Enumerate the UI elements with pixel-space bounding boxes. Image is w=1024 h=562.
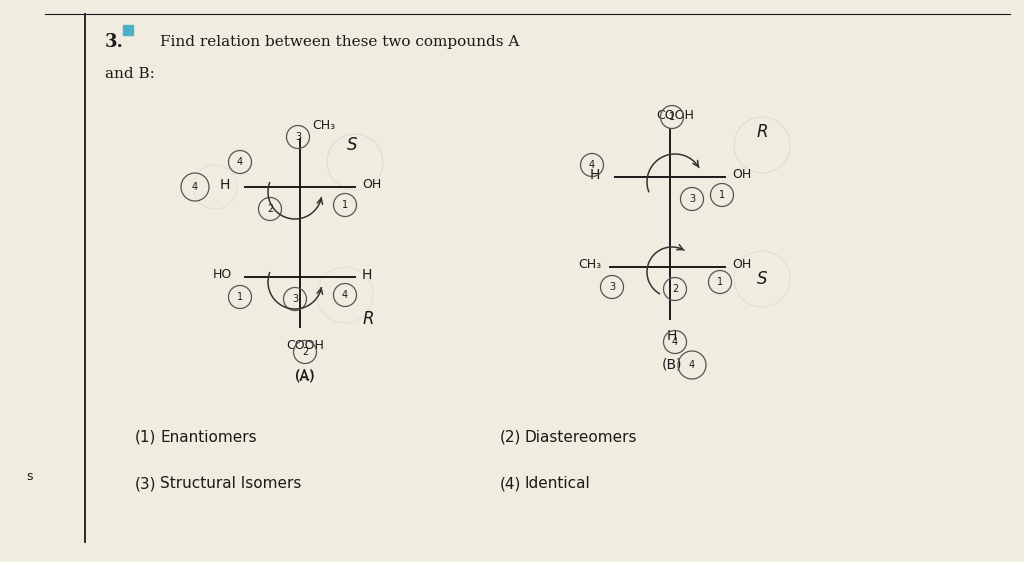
Text: CH₃: CH₃ [579, 259, 601, 271]
Text: R: R [362, 310, 374, 328]
Text: 1: 1 [237, 292, 243, 302]
Text: (2): (2) [500, 429, 521, 445]
Text: S: S [347, 136, 357, 154]
Text: (A): (A) [295, 369, 315, 383]
Text: and B:: and B: [105, 67, 155, 81]
Text: OH: OH [732, 259, 752, 271]
Text: 2: 2 [267, 204, 273, 214]
Text: H: H [590, 168, 600, 182]
Text: (B): (B) [662, 357, 682, 371]
Text: (A): (A) [295, 369, 315, 383]
Text: 1: 1 [669, 112, 675, 122]
Text: 4: 4 [342, 290, 348, 300]
Text: Structural Isomers: Structural Isomers [160, 477, 301, 492]
Text: COOH: COOH [286, 339, 324, 352]
Text: Enantiomers: Enantiomers [160, 429, 257, 445]
Text: 4: 4 [589, 160, 595, 170]
Text: 1: 1 [717, 277, 723, 287]
Text: H: H [667, 329, 677, 343]
Text: 3.: 3. [105, 33, 124, 51]
Text: 1: 1 [342, 200, 348, 210]
Text: H: H [362, 268, 373, 282]
Text: OH: OH [362, 179, 381, 192]
Text: OH: OH [732, 169, 752, 182]
Text: 3: 3 [609, 282, 615, 292]
Text: 3: 3 [295, 132, 301, 142]
Text: (3): (3) [135, 477, 157, 492]
Text: (1): (1) [135, 429, 157, 445]
Text: S: S [757, 270, 767, 288]
Text: 3: 3 [689, 194, 695, 204]
Text: 2: 2 [672, 284, 678, 294]
Text: (4): (4) [500, 477, 521, 492]
Text: Diastereomers: Diastereomers [525, 429, 638, 445]
Text: 1: 1 [719, 190, 725, 200]
Text: s: s [27, 470, 33, 483]
Text: 4: 4 [191, 182, 198, 192]
Text: 2: 2 [302, 347, 308, 357]
Text: COOH: COOH [656, 109, 694, 122]
Text: R: R [757, 123, 768, 141]
Text: HO: HO [212, 269, 231, 282]
Text: H: H [220, 178, 230, 192]
Text: Identical: Identical [525, 477, 591, 492]
Text: 3: 3 [292, 294, 298, 304]
Text: CH₃: CH₃ [312, 119, 335, 132]
Text: 4: 4 [689, 360, 695, 370]
Text: Find relation between these two compounds A: Find relation between these two compound… [160, 35, 519, 49]
Text: 4: 4 [672, 337, 678, 347]
Text: 4: 4 [237, 157, 243, 167]
